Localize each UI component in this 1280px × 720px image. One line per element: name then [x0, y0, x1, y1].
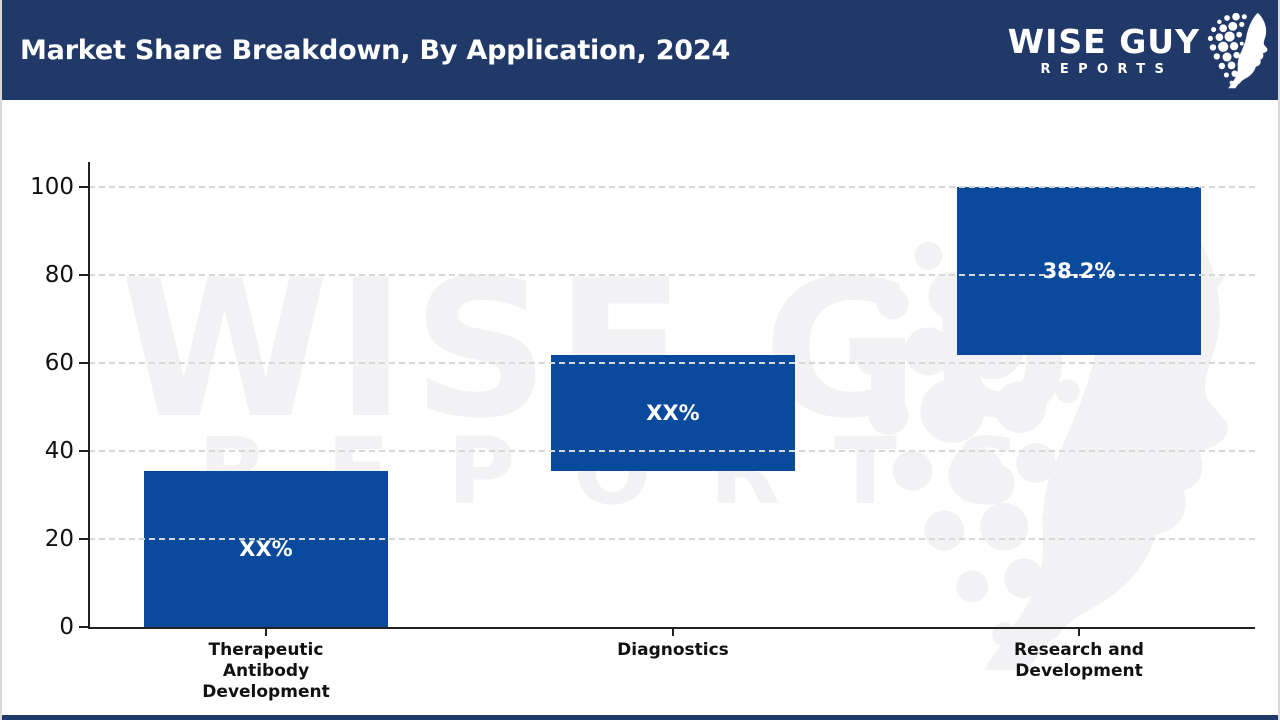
gridline-100	[89, 185, 1255, 188]
dotted-face-logo-icon	[1204, 10, 1268, 90]
x-tick-mark	[672, 629, 674, 636]
x-tick-mark	[1078, 629, 1080, 636]
y-tick-mark	[79, 273, 88, 276]
x-tick-label: Therapeutic Antibody Development	[202, 640, 330, 702]
brand-logo: WISE GUY REPORTS	[1008, 10, 1268, 90]
y-tick-label: 80	[44, 261, 74, 288]
x-tick-mark	[265, 629, 267, 636]
bar-segment	[144, 471, 388, 627]
y-tick-mark	[79, 537, 88, 540]
bar-value-label: XX%	[239, 537, 293, 562]
bar-value-label: 38.2%	[1042, 258, 1116, 283]
brand-subtitle: REPORTS	[1040, 61, 1174, 77]
y-tick-mark	[79, 626, 88, 628]
y-tick-mark	[79, 185, 88, 188]
brand-wordmark: WISE GUY REPORTS	[1007, 21, 1200, 77]
brand-name: WISE GUY	[1007, 21, 1200, 61]
x-tick-label: Diagnostics	[617, 640, 729, 660]
gridline-20	[89, 537, 1255, 540]
footer-accent-bar	[2, 715, 1278, 720]
gridline-40	[89, 449, 1255, 452]
y-axis-line	[88, 162, 90, 629]
y-tick-label: 100	[30, 173, 74, 200]
header: Market Share Breakdown, By Application, …	[2, 0, 1278, 100]
y-tick-mark	[79, 361, 88, 364]
bar-value-label: XX%	[646, 401, 700, 425]
y-tick-mark	[79, 449, 88, 452]
bar-segment	[957, 186, 1201, 355]
y-tick-label: 40	[44, 437, 74, 464]
chart-area: WISE GUY REPORTS XX% XX% 38.2% 0 20 40 60 80 10…	[2, 100, 1278, 715]
y-tick-label: 20	[44, 525, 74, 552]
x-tick-label: Research and Development	[1014, 640, 1144, 681]
x-axis-line	[88, 627, 1255, 629]
page-title: Market Share Breakdown, By Application, …	[20, 34, 731, 66]
gridline-80	[89, 273, 1255, 276]
y-tick-label: 60	[44, 349, 74, 376]
gridline-60	[89, 361, 1255, 364]
y-tick-label: 0	[59, 614, 74, 640]
